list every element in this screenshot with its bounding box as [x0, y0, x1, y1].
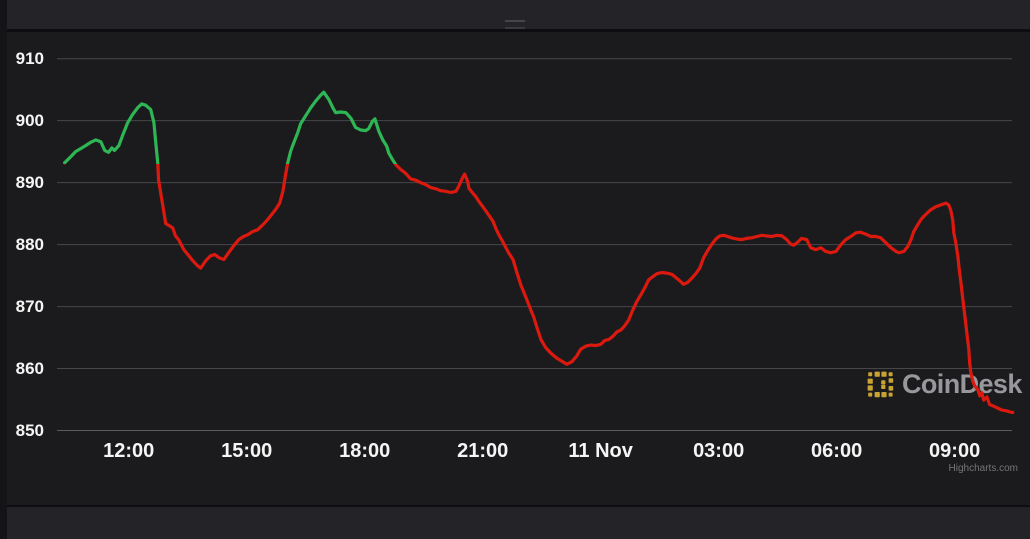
coindesk-logo: CoinDesk: [866, 369, 1022, 399]
x-axis-tick-label: 06:00: [811, 440, 863, 462]
x-axis-tick-label: 11 Nov: [568, 440, 633, 462]
y-axis-tick-label: 900: [15, 110, 44, 130]
y-axis-tick-label: 850: [15, 420, 44, 440]
price-line-above-open: [62, 90, 398, 165]
y-axis-tick-label: 880: [15, 234, 44, 254]
price-line-below-open: [63, 164, 1015, 415]
x-axis-tick-label: 12:00: [103, 440, 155, 462]
bottom-band: [0, 505, 1030, 539]
y-axis-tick-label: 860: [15, 358, 44, 378]
y-axis-tick-label: 870: [15, 296, 44, 316]
x-axis-tick-label: 03:00: [693, 440, 745, 462]
x-axis-tick-label: 18:00: [339, 440, 391, 462]
y-axis-tick-label: 910: [15, 48, 44, 68]
drag-handle-icon[interactable]: [505, 20, 525, 29]
left-edge-shadow: [0, 0, 7, 539]
coindesk-logo-icon: [867, 371, 894, 397]
x-axis-tick-label: 15:00: [221, 440, 273, 462]
y-axis-tick-label: 890: [15, 172, 44, 192]
highcharts-credit-link[interactable]: Highcharts.com: [948, 463, 1018, 474]
x-axis-tick-label: 09:00: [929, 440, 981, 462]
top-band: [0, 0, 1030, 32]
coindesk-logo-text: CoinDesk: [902, 369, 1022, 399]
x-axis-tick-label: 21:00: [457, 440, 509, 462]
